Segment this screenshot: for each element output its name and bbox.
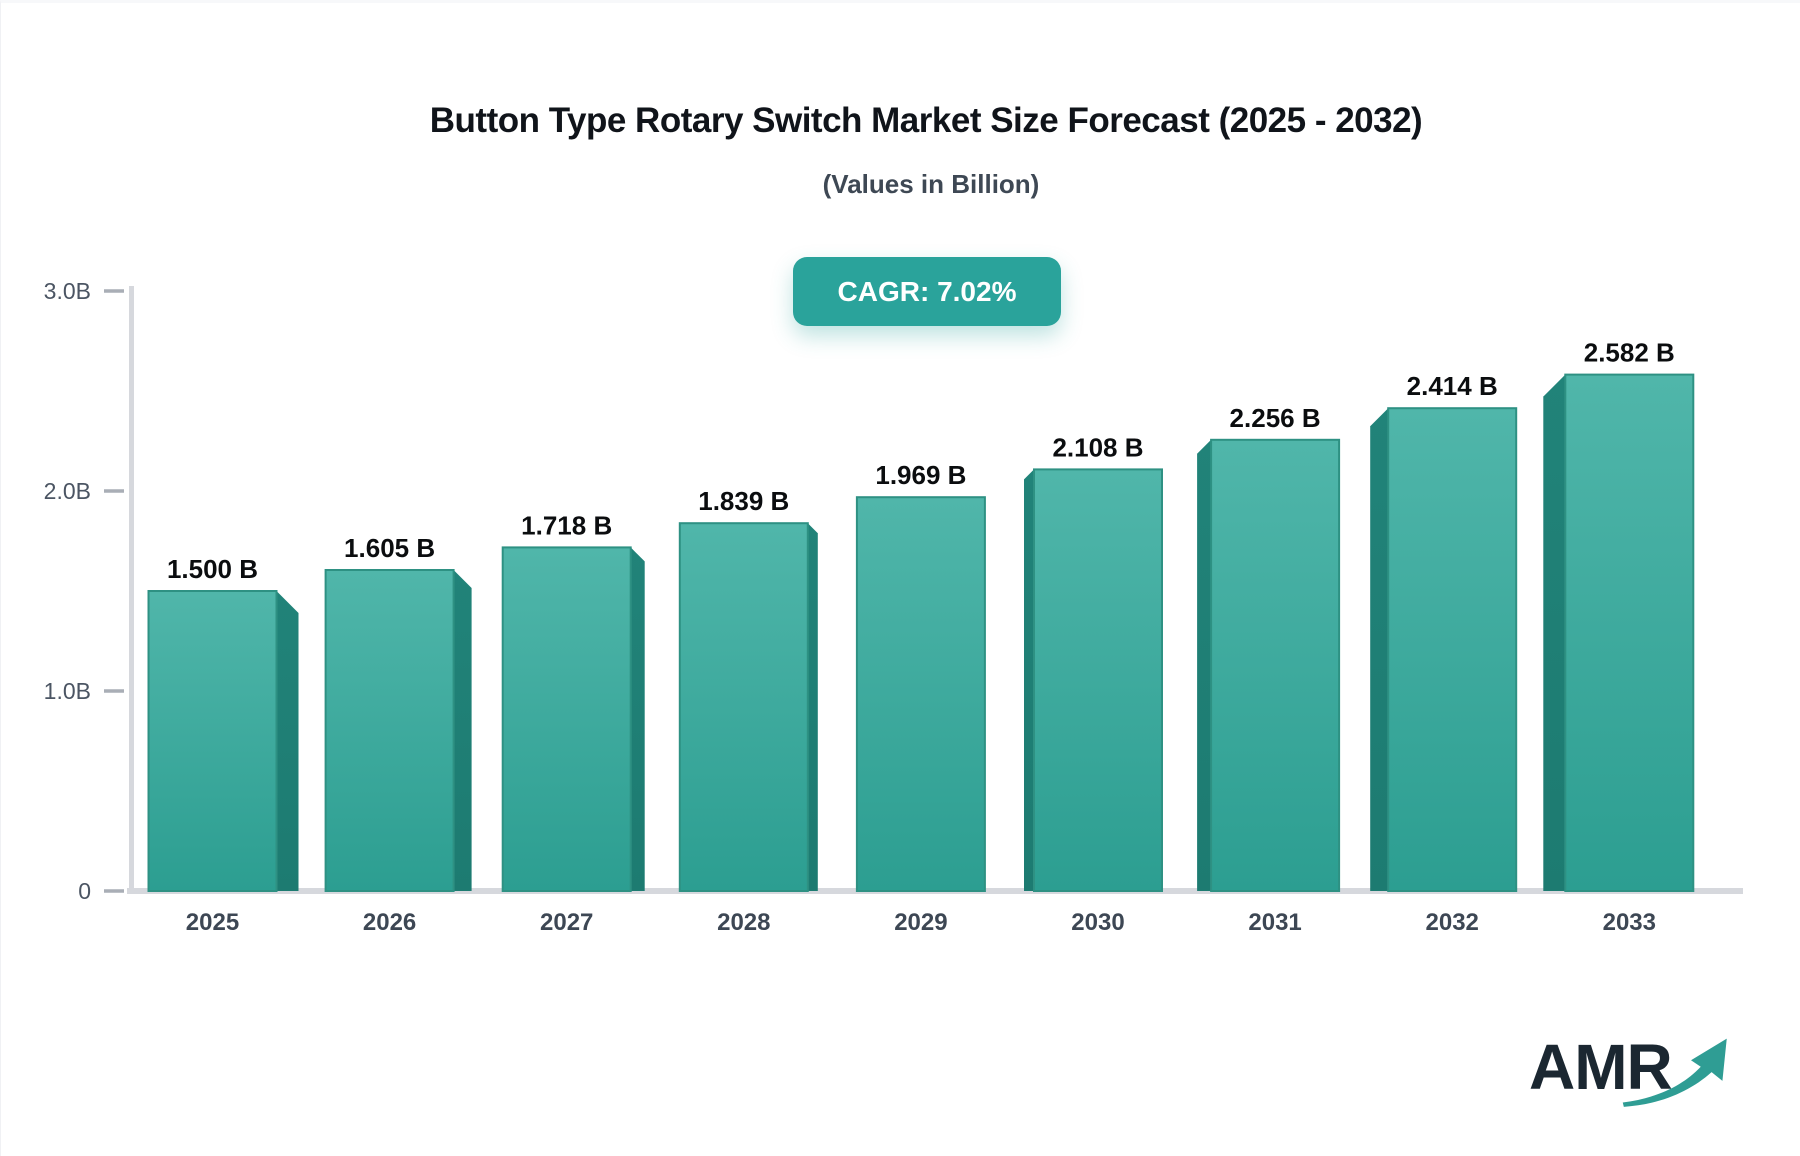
bar-3d-side	[1370, 408, 1389, 891]
amr-logo-arrow-icon	[1622, 1038, 1727, 1107]
bar	[678, 522, 809, 892]
x-axis-category-label: 2030	[1071, 909, 1124, 936]
bar-value-label: 1.969 B	[875, 460, 966, 490]
x-axis-category-label: 2032	[1426, 909, 1479, 936]
x-axis-category-label: 2026	[363, 909, 416, 936]
bar-3d-side	[453, 570, 472, 891]
x-axis-category-label: 2028	[717, 909, 770, 936]
bar-3d-side	[807, 523, 818, 891]
bar-value-label: 2.108 B	[1052, 432, 1143, 462]
x-axis-category-label: 2027	[540, 909, 593, 936]
bar-value-label: 2.582 B	[1584, 338, 1675, 368]
y-axis-tick-label: 3.0B	[44, 278, 91, 304]
bar-3d-side	[1543, 374, 1566, 892]
bar-value-label: 2.414 B	[1407, 371, 1498, 401]
bar-3d-side	[630, 547, 645, 891]
y-axis-tick-label: 1.0B	[44, 678, 91, 704]
x-axis-category-label: 2025	[186, 909, 239, 936]
x-axis-category-label: 2029	[894, 909, 947, 936]
bar-value-label: 1.605 B	[344, 533, 435, 563]
cagr-badge: CAGR: 7.02%	[793, 257, 1061, 326]
bar-chart-canvas: 3.0B 2.0B 1.0B 0 1.500 B 2025 1.605 B 2026 1.718…	[44, 278, 1743, 936]
x-axis-category-label: 2033	[1603, 909, 1656, 936]
bar	[501, 546, 632, 893]
y-axis-tick-label: 0	[78, 878, 91, 904]
bar	[1387, 407, 1518, 892]
bar	[855, 496, 986, 892]
bar	[1564, 373, 1695, 893]
bar-value-label: 1.718 B	[521, 510, 612, 540]
bar-value-label: 1.839 B	[698, 486, 789, 516]
bar-value-label: 1.500 B	[167, 554, 258, 584]
x-axis-category-label: 2031	[1248, 909, 1301, 936]
cagr-badge-label: CAGR: 7.02%	[837, 275, 1017, 307]
bar-3d-side	[1197, 439, 1212, 891]
bar-value-label: 2.256 B	[1230, 403, 1321, 433]
bar-3d-side	[1024, 469, 1034, 891]
amr-logo-text: AMR	[1529, 1031, 1673, 1103]
y-axis-line	[129, 286, 134, 891]
bar	[1033, 468, 1163, 892]
y-axis-tick-label: 2.0B	[44, 478, 91, 504]
chart-title: Button Type Rotary Switch Market Size Fo…	[429, 101, 1423, 140]
bar	[147, 590, 278, 892]
chart-subtitle: (Values in Billion)	[822, 169, 1040, 199]
bar-3d-side	[276, 591, 299, 891]
amr-logo: AMR	[1529, 1035, 1749, 1125]
bar	[324, 569, 455, 892]
bar	[1210, 438, 1341, 892]
